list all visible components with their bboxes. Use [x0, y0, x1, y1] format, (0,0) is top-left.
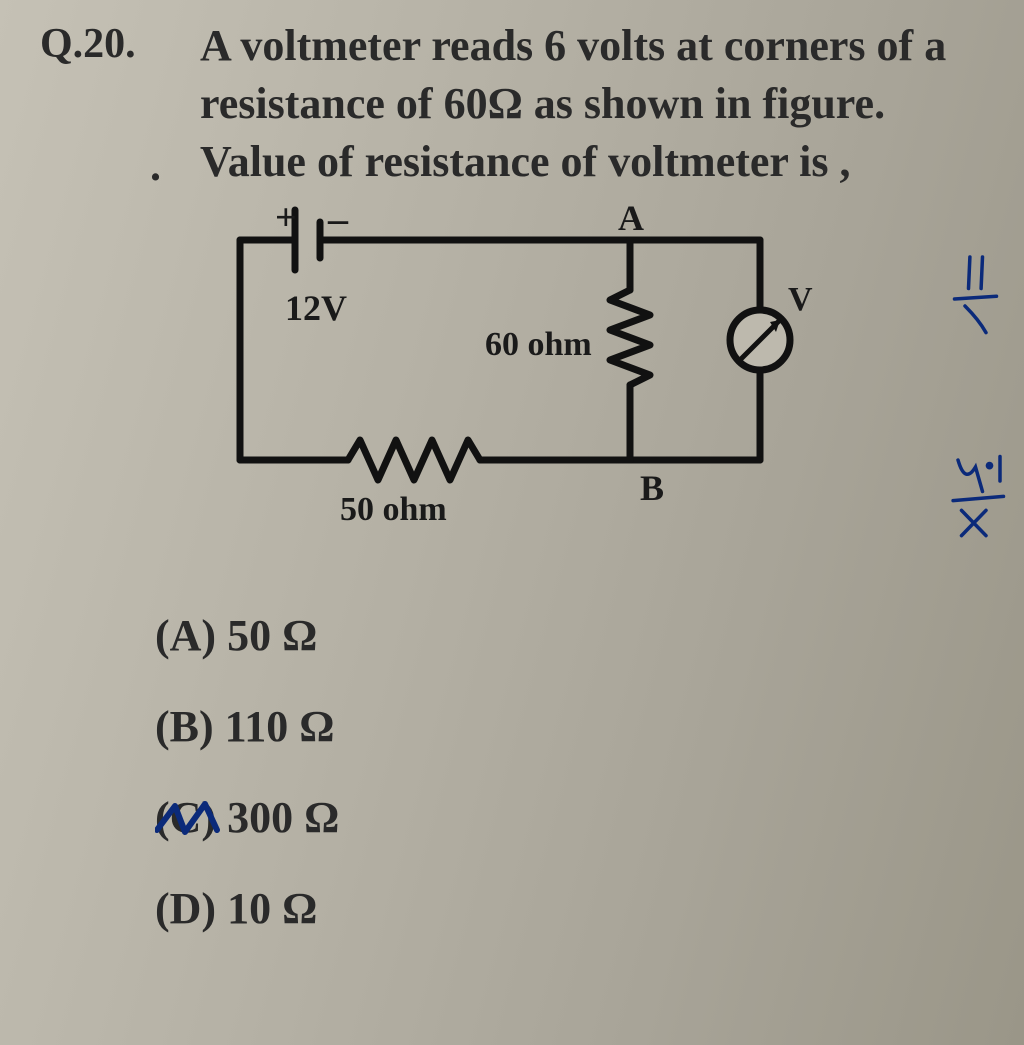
circuit-diagram: + – 12V 60 ohm 50 ohm A B V: [200, 200, 820, 550]
svg-text:+: +: [275, 200, 297, 239]
page: Q.20. A voltmeter reads 6 volts at corne…: [0, 0, 1024, 1045]
options-block: (A) 50 Ω (B) 110 Ω (C) 300 Ω (D) 10 Ω: [155, 610, 339, 974]
option-c: (C) 300 Ω: [155, 792, 339, 843]
svg-text:–: –: [327, 200, 349, 241]
question-bullet: .: [150, 140, 161, 191]
circuit-svg: + – 12V 60 ohm 50 ohm A B V: [200, 200, 820, 550]
option-a: (A) 50 Ω: [155, 610, 339, 661]
svg-text:50 ohm: 50 ohm: [340, 491, 447, 528]
svg-text:60 ohm: 60 ohm: [485, 326, 592, 363]
option-b: (B) 110 Ω: [155, 701, 339, 752]
margin-scribble: [934, 250, 1024, 600]
svg-text:B: B: [640, 468, 664, 508]
question-line2: resistance of 60Ω as shown in figure.: [200, 78, 885, 129]
question-number: Q.20.: [40, 20, 136, 68]
svg-text:V: V: [788, 281, 813, 318]
option-c-label: (C) 300 Ω: [155, 793, 339, 842]
svg-text:A: A: [618, 200, 644, 238]
option-d: (D) 10 Ω: [155, 883, 339, 934]
question-line3: Value of resistance of voltmeter is ,: [200, 136, 851, 187]
svg-text:12V: 12V: [285, 288, 347, 328]
question-line1: A voltmeter reads 6 volts at corners of …: [200, 20, 946, 71]
